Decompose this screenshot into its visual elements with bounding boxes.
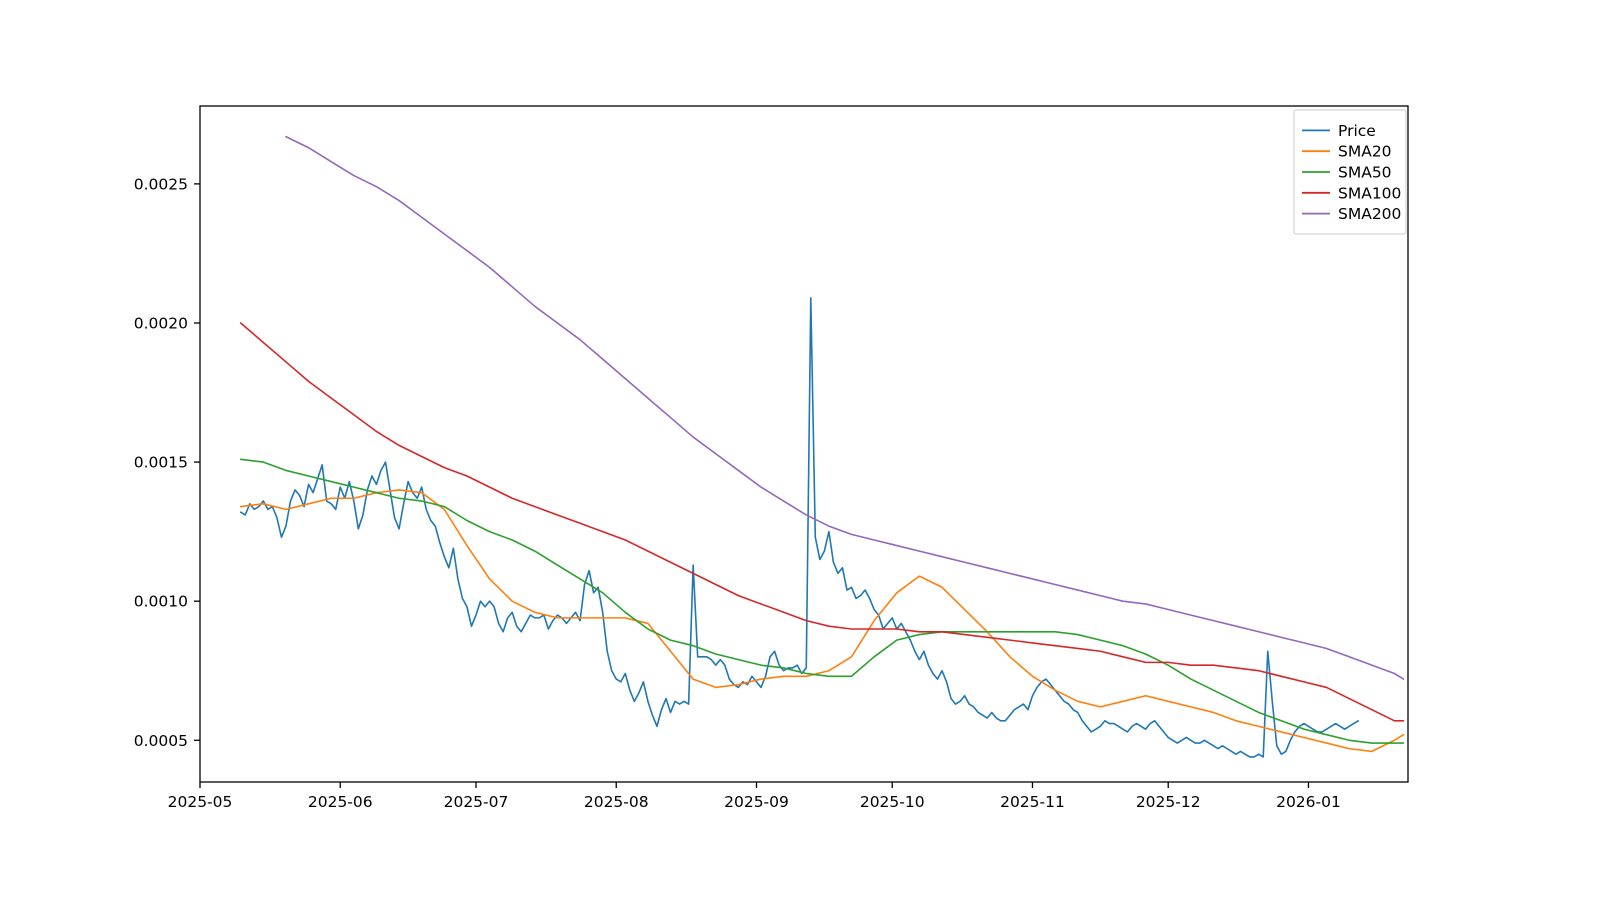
x-tick-label: 2025-10	[860, 793, 925, 811]
chart-legend: Price SMA20 SMA50 SMA100 SMA200	[1293, 109, 1407, 235]
axes-spines	[199, 105, 1409, 783]
y-tick-label: 0.0015	[134, 454, 188, 472]
legend-label-sma200: SMA200	[1338, 205, 1401, 223]
x-tick-label: 2025-05	[168, 793, 233, 811]
series-line-sma50	[239, 458, 1405, 744]
x-tick-label: 2025-06	[308, 793, 373, 811]
y-tick-label: 0.0010	[134, 593, 188, 611]
x-tick-label: 2025-07	[444, 793, 509, 811]
plot-frame	[199, 105, 1409, 783]
series-line-sma100	[239, 322, 1405, 722]
x-tick-label: 2026-01	[1276, 793, 1341, 811]
x-tick-label: 2025-09	[724, 793, 789, 811]
y-tick-label: 0.0005	[134, 732, 188, 750]
y-tick-label: 0.0025	[134, 175, 188, 193]
y-tick-label: 0.0020	[134, 314, 188, 332]
x-tick-label: 2025-11	[1000, 793, 1065, 811]
x-tick-label: 2025-08	[584, 793, 649, 811]
x-tick-label: 2025-12	[1136, 793, 1201, 811]
legend-label-sma20: SMA20	[1338, 143, 1392, 161]
legend-label-sma50: SMA50	[1338, 164, 1392, 182]
legend-label-price: Price	[1338, 122, 1376, 140]
data-series-group	[239, 135, 1405, 758]
y-axis-ticks: 0.0005 0.0010 0.0015 0.0020 0.0025	[134, 175, 200, 750]
series-line-sma20	[239, 489, 1405, 753]
legend-label-sma100: SMA100	[1338, 184, 1401, 202]
x-axis-ticks: 2025-05 2025-06 2025-07 2025-08 2025-09 2025-…	[168, 782, 1341, 811]
series-line-price	[239, 297, 1360, 758]
legend-frame	[1293, 109, 1407, 235]
series-line-sma200	[285, 135, 1405, 680]
